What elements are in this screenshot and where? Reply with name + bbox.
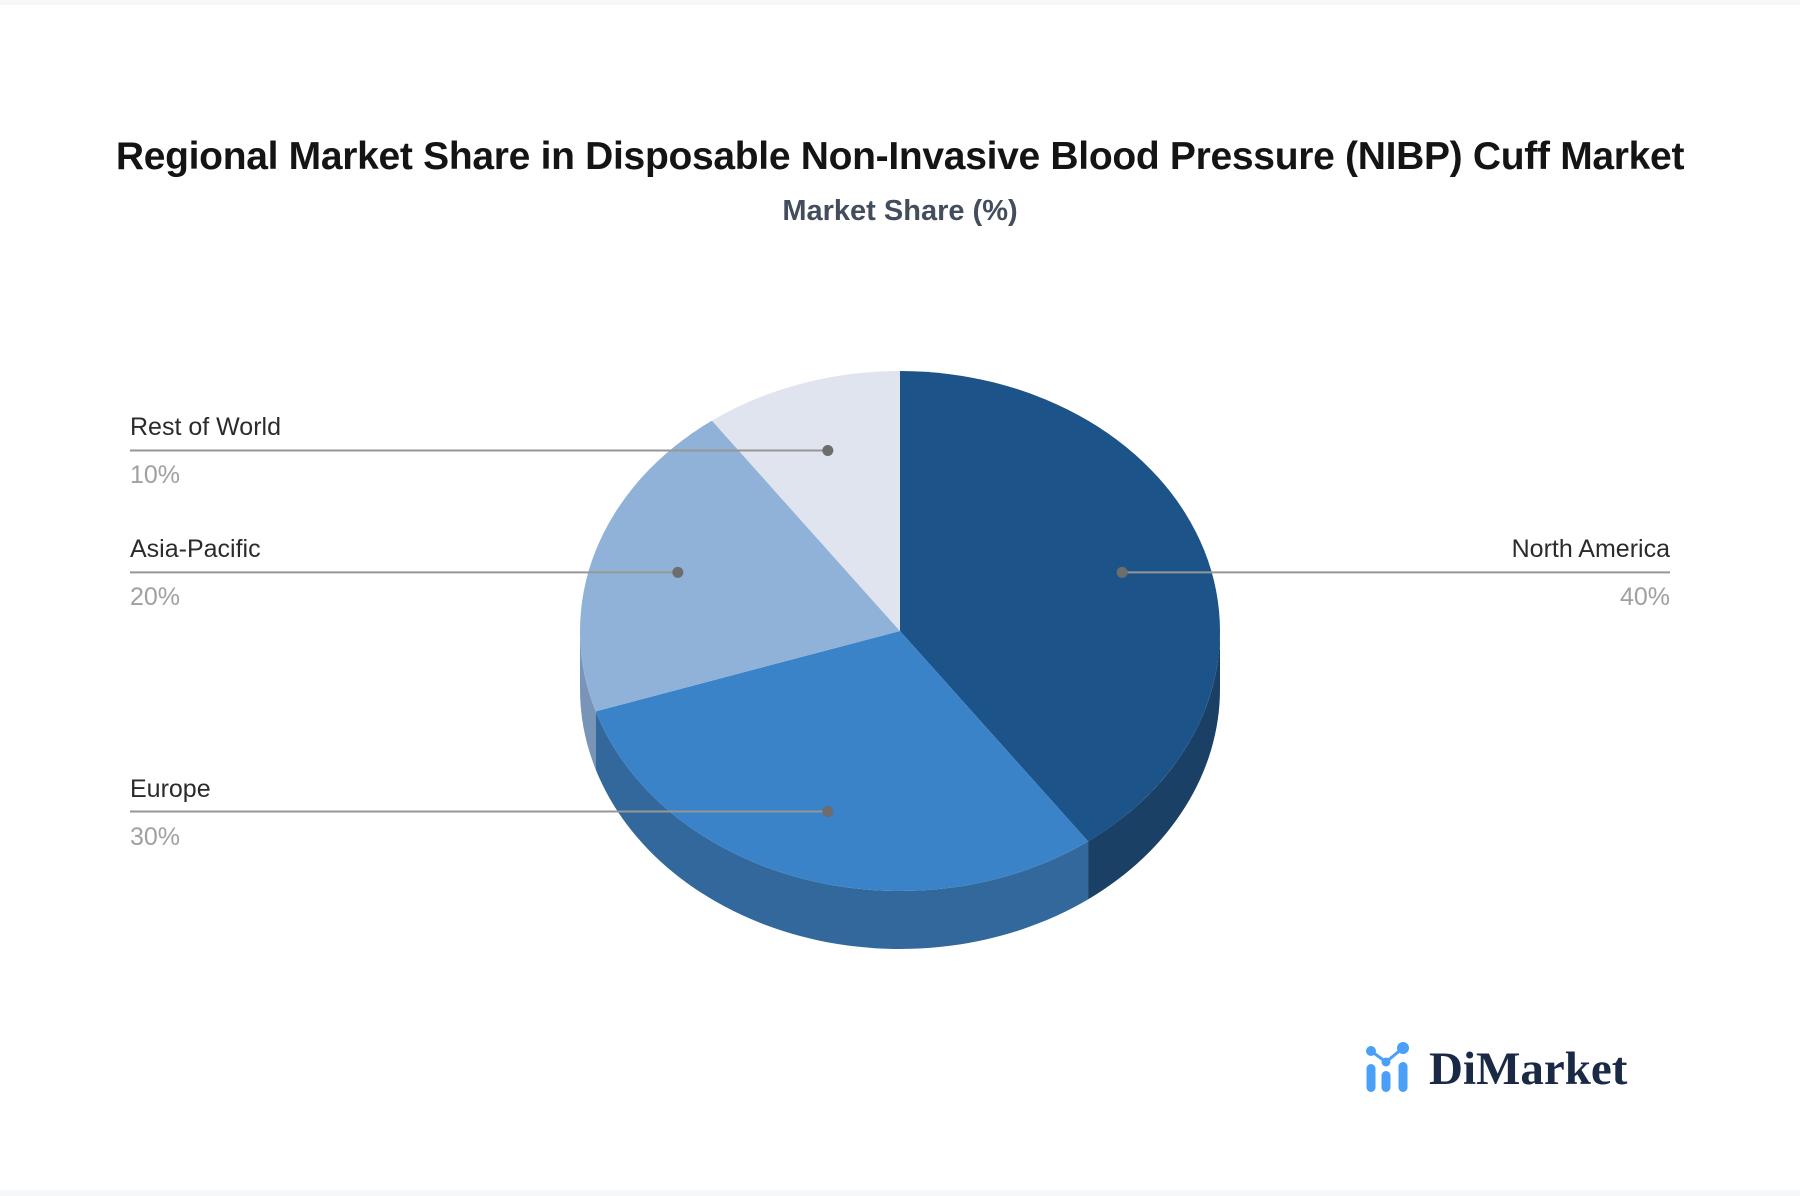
- dimarket-logo[interactable]: DiMarket: [1364, 1038, 1627, 1094]
- pie-slice-europe[interactable]: [595, 631, 1089, 891]
- chart-title: Regional Market Share in Disposable Non-…: [115, 135, 1685, 178]
- leader-dot-rest-of-world: [822, 444, 834, 456]
- pie-slice-north-america[interactable]: [900, 371, 1221, 842]
- chart-subtitle: Market Share (%): [782, 195, 1018, 227]
- slice-value: 10%: [130, 461, 181, 490]
- pie-slice-rest-of-world[interactable]: [711, 371, 900, 631]
- bar-chart-trend-icon: [1366, 1042, 1409, 1092]
- slice-name: Europe: [130, 774, 211, 803]
- slice-value: 30%: [130, 822, 181, 851]
- slice-value: 40%: [1619, 583, 1670, 612]
- leader-dot-europe: [822, 806, 834, 818]
- pie-slice-europe-side: [595, 711, 1089, 950]
- pie-slice-asia-pacific[interactable]: [580, 420, 900, 712]
- pie-slice-north-america-side: [1088, 631, 1220, 900]
- slice-name: North America: [1511, 535, 1670, 564]
- top-edge-strip: [0, 0, 1800, 5]
- pie-slice-asia-pacific-side: [580, 631, 596, 770]
- leader-dot-north-america: [1116, 566, 1128, 578]
- slice-name: Rest of World: [130, 413, 281, 442]
- leader-dot-asia-pacific: [672, 566, 684, 578]
- slice-name: Asia-Pacific: [130, 535, 261, 564]
- logo-text: DiMarket: [1429, 1043, 1628, 1095]
- slice-value: 20%: [130, 583, 181, 612]
- bottom-edge-strip: [0, 1190, 1800, 1196]
